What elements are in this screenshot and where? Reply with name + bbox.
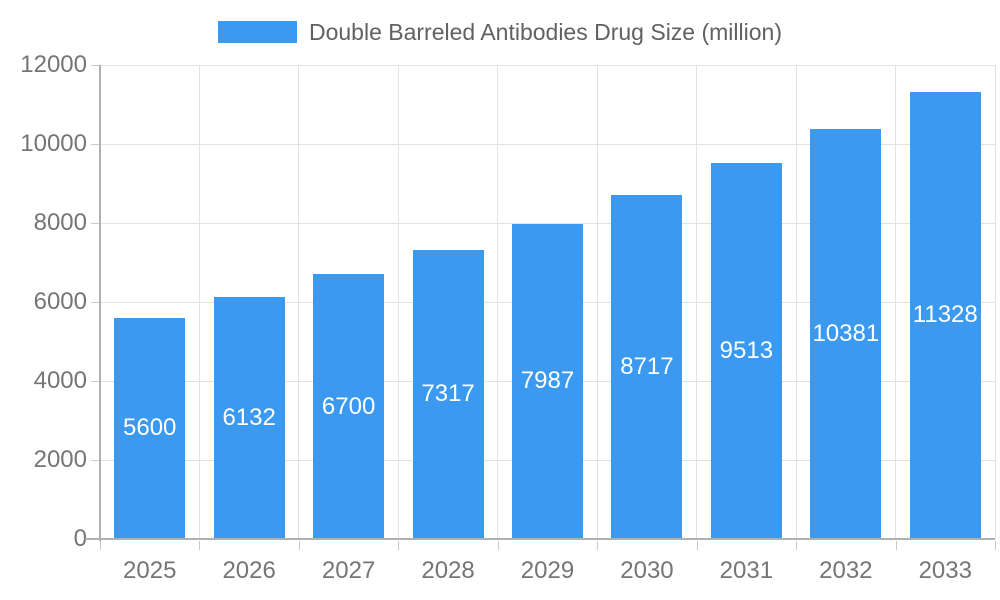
bar-value-label: 6132 <box>222 403 276 431</box>
bar-2030[interactable]: 8717 <box>611 194 683 539</box>
bar-value-label: 7987 <box>520 367 575 395</box>
y-tick-label: 12000 <box>20 51 87 78</box>
y-axis-tick <box>91 65 99 66</box>
y-gridline <box>100 64 995 66</box>
x-gridline <box>198 65 200 539</box>
y-gridline <box>100 143 995 145</box>
bar-value-label: 6700 <box>321 392 376 420</box>
x-gridline <box>795 65 797 539</box>
y-tick-label: 8000 <box>33 209 87 236</box>
y-axis-tick <box>91 381 99 382</box>
x-axis-tick <box>696 541 698 550</box>
x-gridline <box>596 65 598 539</box>
x-axis-tick <box>398 541 400 550</box>
x-gridline <box>696 65 698 539</box>
x-tick-label-2028: 2028 <box>421 557 475 584</box>
y-axis-tick <box>91 302 99 303</box>
x-tick-label-2026: 2026 <box>222 557 276 584</box>
y-tick-label: 6000 <box>33 288 87 315</box>
legend-item[interactable]: Double Barreled Antibodies Drug Size (mi… <box>0 14 1000 50</box>
x-gridline <box>397 65 399 539</box>
x-axis-tick <box>995 541 996 550</box>
y-tick-label: 10000 <box>20 130 87 157</box>
legend-label: Double Barreled Antibodies Drug Size (mi… <box>308 18 782 45</box>
x-tick-label-2030: 2030 <box>620 557 674 584</box>
x-axis-line <box>85 538 995 540</box>
bar-2032[interactable]: 10381 <box>810 128 882 539</box>
x-axis-tick <box>199 541 201 550</box>
x-tick-label-2025: 2025 <box>123 557 177 584</box>
x-gridline <box>298 65 300 539</box>
y-axis-tick <box>91 223 99 224</box>
x-axis-tick <box>597 541 599 550</box>
y-tick-label: 0 <box>73 525 87 552</box>
bar-value-label: 7317 <box>421 380 475 408</box>
y-axis-line <box>99 65 101 541</box>
x-gridline <box>497 65 499 539</box>
y-tick-label: 4000 <box>33 367 87 394</box>
y-gridline <box>100 222 995 224</box>
x-axis-tick <box>100 541 101 550</box>
bar-value-label: 5600 <box>123 414 177 442</box>
bar-2026[interactable]: 6132 <box>213 296 285 539</box>
bar-2028[interactable]: 7317 <box>412 249 484 539</box>
bar-2031[interactable]: 9513 <box>710 163 782 539</box>
bar-2029[interactable]: 7987 <box>512 223 583 539</box>
y-tick-label: 2000 <box>33 446 87 473</box>
x-tick-label-2027: 2027 <box>321 557 376 584</box>
bar-value-label: 8717 <box>620 352 674 380</box>
x-axis-tick <box>298 541 300 550</box>
y-axis-tick <box>91 144 99 145</box>
bar-2025[interactable]: 5600 <box>114 317 186 539</box>
bar-2033[interactable]: 11328 <box>909 91 981 539</box>
bar-2027[interactable]: 6700 <box>313 274 385 539</box>
x-axis-tick <box>895 541 897 550</box>
legend-swatch-icon <box>217 21 297 43</box>
x-gridline <box>895 65 897 539</box>
x-tick-label-2031: 2031 <box>719 557 774 584</box>
x-axis-tick <box>497 541 499 550</box>
x-axis-tick <box>796 541 798 550</box>
x-tick-label-2033: 2033 <box>918 557 972 584</box>
x-tick-label-2032: 2032 <box>819 557 873 584</box>
bar-value-label: 10381 <box>812 319 880 347</box>
y-axis-tick <box>91 460 99 461</box>
x-tick-label-2029: 2029 <box>520 557 575 584</box>
bar-value-label: 9513 <box>719 337 774 365</box>
bar-value-label: 11328 <box>912 301 978 329</box>
x-gridline <box>994 65 996 539</box>
